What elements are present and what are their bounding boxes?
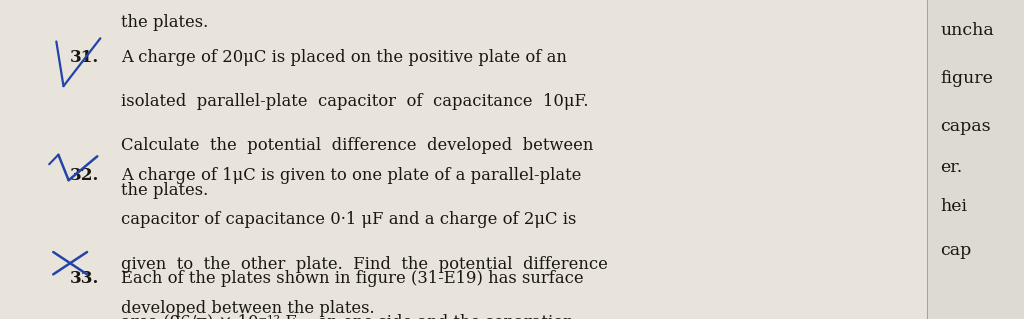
Text: figurе: figurе [940, 70, 993, 87]
Text: given  to  the  other  plate.  Find  the  potential  difference: given to the other plate. Find the poten… [121, 256, 607, 272]
Text: capacitor of capacitance 0·1 μF and a charge of 2μC is: capacitor of capacitance 0·1 μF and a ch… [121, 211, 577, 228]
Text: area (96/π) × 10⁻¹² F··· on one side and the separation: area (96/π) × 10⁻¹² F··· on one side and… [121, 314, 573, 319]
Text: Calculate  the  potential  difference  developed  between: Calculate the potential difference devel… [121, 137, 593, 154]
Text: the plates.: the plates. [121, 182, 208, 198]
Text: A charge of 20μC is placed on the positive plate of an: A charge of 20μC is placed on the positi… [121, 49, 566, 66]
Bar [927, 0, 1024, 319]
Text: heі: heі [940, 198, 967, 215]
Text: Each of the plates shown in figure (31-E19) has surface: Each of the plates shown in figure (31-E… [121, 270, 584, 286]
Text: 31.: 31. [70, 49, 99, 66]
Text: er.: er. [940, 160, 963, 176]
Text: developed between the plates.: developed between the plates. [121, 300, 375, 316]
Text: cap: cap [940, 242, 972, 259]
Text: uncha: uncha [940, 22, 993, 39]
Text: the plates.: the plates. [121, 14, 208, 31]
Text: 33.: 33. [70, 270, 99, 286]
Text: capaѕ: capaѕ [940, 118, 990, 135]
Text: 32.: 32. [70, 167, 99, 184]
Text: isolated  parallel-plate  capacitor  of  capacitance  10μF.: isolated parallel-plate capacitor of cap… [121, 93, 589, 110]
Text: A charge of 1μC is given to one plate of a parallel-plate: A charge of 1μC is given to one plate of… [121, 167, 582, 184]
